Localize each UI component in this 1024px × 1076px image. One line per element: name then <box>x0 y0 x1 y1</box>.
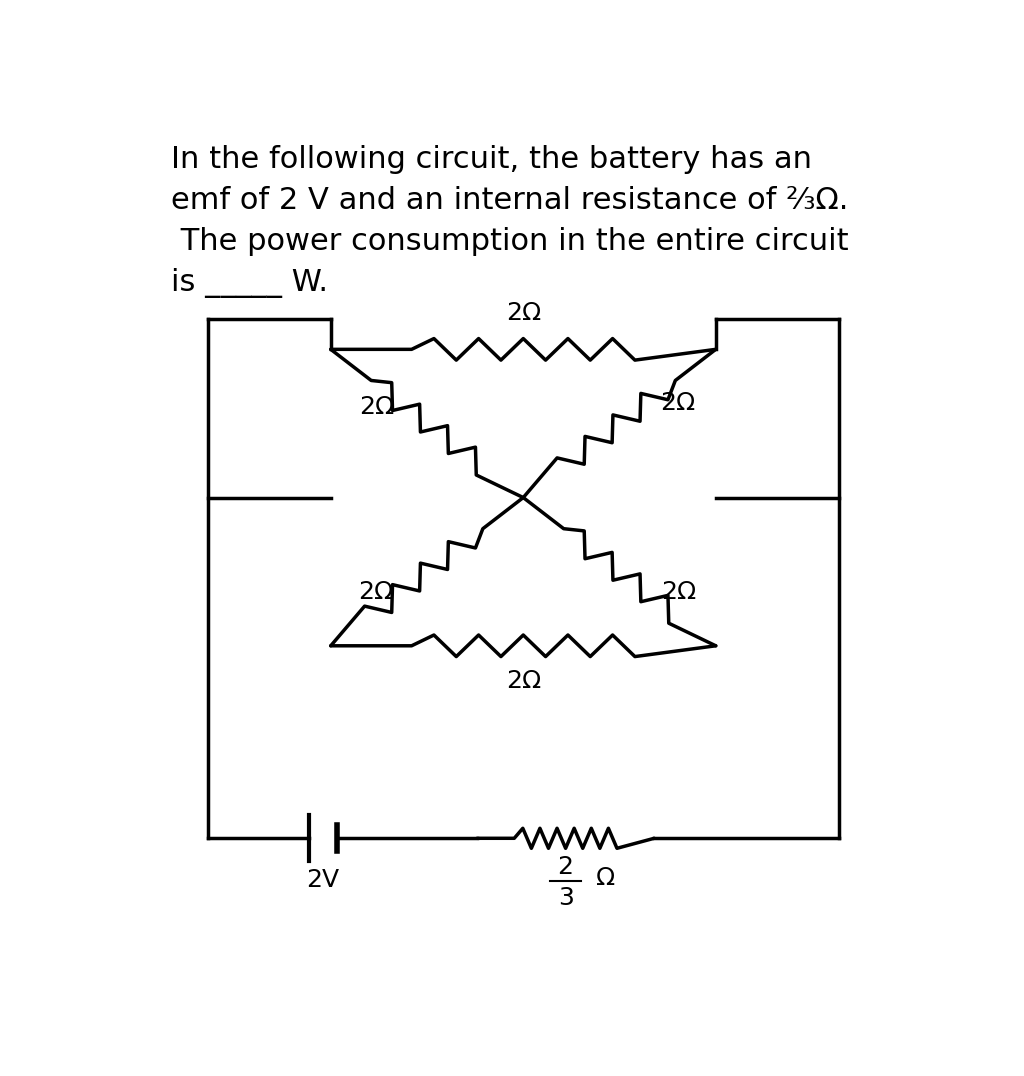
Text: 2Ω: 2Ω <box>357 580 393 604</box>
Text: In the following circuit, the battery has an: In the following circuit, the battery ha… <box>171 145 812 174</box>
Text: emf of 2 V and an internal resistance of ²⁄₃Ω.: emf of 2 V and an internal resistance of… <box>171 186 848 215</box>
Text: Ω: Ω <box>596 866 615 890</box>
Text: is _____ W.: is _____ W. <box>171 268 328 298</box>
Text: 3: 3 <box>558 886 573 910</box>
Text: 2Ω: 2Ω <box>506 669 541 693</box>
Text: The power consumption in the entire circuit: The power consumption in the entire circ… <box>171 227 848 256</box>
Text: 2V: 2V <box>306 867 340 892</box>
Text: 2Ω: 2Ω <box>359 395 394 419</box>
Text: 2Ω: 2Ω <box>659 392 695 415</box>
Text: 2Ω: 2Ω <box>662 580 696 604</box>
Text: 2: 2 <box>558 855 573 879</box>
Text: 2Ω: 2Ω <box>506 300 541 325</box>
